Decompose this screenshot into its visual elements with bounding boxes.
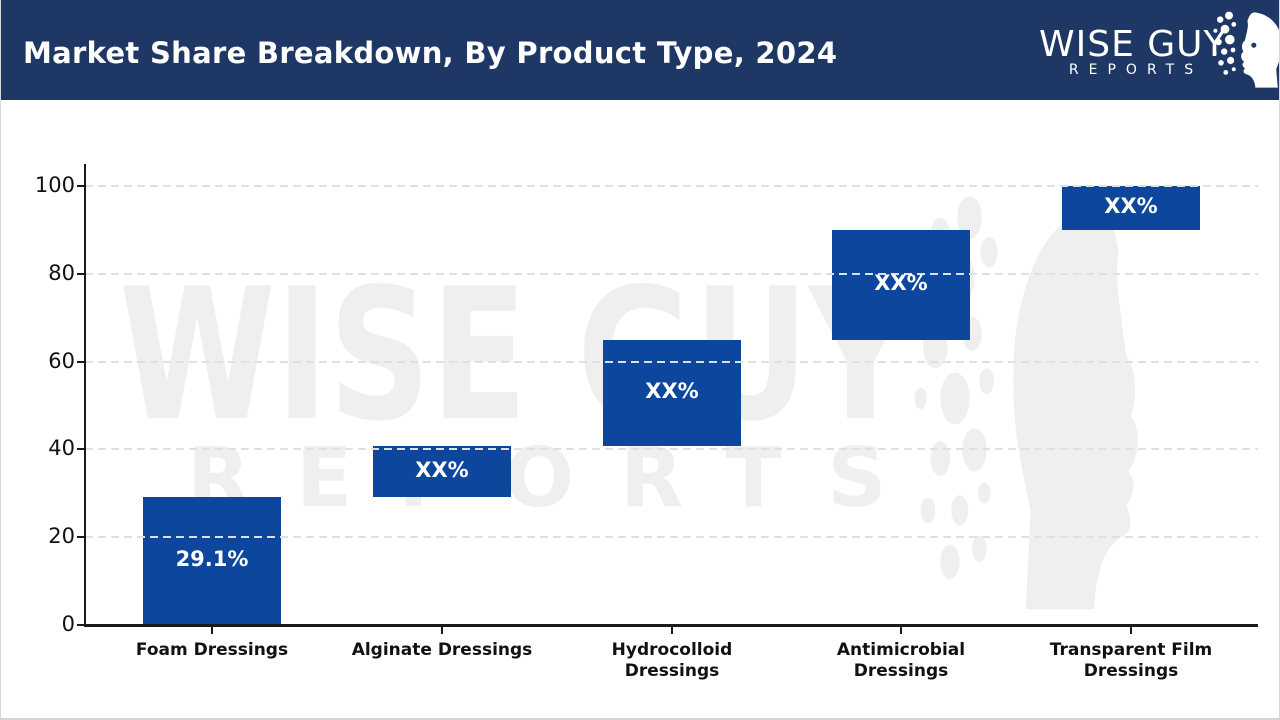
gridline [85,272,1258,275]
y-tick-icon [77,448,85,451]
bar [832,229,970,340]
x-tick-icon [211,627,213,634]
x-tick-icon [900,627,902,634]
y-tick-icon [77,185,85,187]
bar [143,497,281,625]
brand-logo: WISE GUY REPORTS [1031,0,1279,100]
y-tick-label: 0 [61,612,75,636]
bar-value-label: XX% [874,270,928,295]
bar [1062,186,1200,230]
bar-value-label: 29.1% [175,547,249,572]
x-tick-label: Alginate Dressings [351,640,533,660]
x-tick-icon [441,627,443,634]
y-tick-label: 80 [48,260,75,285]
y-tick-label: 40 [48,436,75,461]
gridline [85,448,1258,451]
bar-value-label: XX% [645,378,699,403]
gridline [85,360,1258,363]
brand-head-icon [1212,11,1279,88]
bar [603,339,741,447]
y-tick-label: 60 [48,348,75,373]
y-tick-label: 100 [34,173,75,197]
watermark-subtext: REPORTS [187,431,933,526]
x-tick-label: Hydrocolloid Dressings [611,640,733,681]
gridline [85,185,1258,187]
y-tick-icon [77,624,85,626]
y-tick-label: 20 [48,524,75,549]
x-axis-spine [84,624,1258,627]
y-tick-icon [77,360,85,363]
bar-value-label: XX% [1104,193,1158,218]
watermark-wordmark: WISE GUY [119,249,912,461]
x-tick-icon [1130,627,1132,634]
x-tick-icon [671,627,673,634]
brand-logo-subtext: REPORTS [1068,62,1204,78]
x-tick-label: Foam Dressings [135,640,289,660]
header: Market Share Breakdown, By Product Type,… [1,0,1279,100]
bar-value-label: XX% [415,457,469,482]
brand-logo-wordmark: WISE GUY [1039,24,1227,65]
y-axis-spine [84,164,86,627]
y-tick-icon [77,536,85,539]
gridline [85,536,1258,539]
y-tick-icon [77,272,85,275]
watermark-head-icon [914,196,1138,610]
x-tick-label: Antimicrobial Dressings [836,640,966,681]
page-title: Market Share Breakdown, By Product Type,… [23,36,838,70]
x-tick-label: Transparent Film Dressings [1049,640,1213,681]
bar [373,446,511,498]
